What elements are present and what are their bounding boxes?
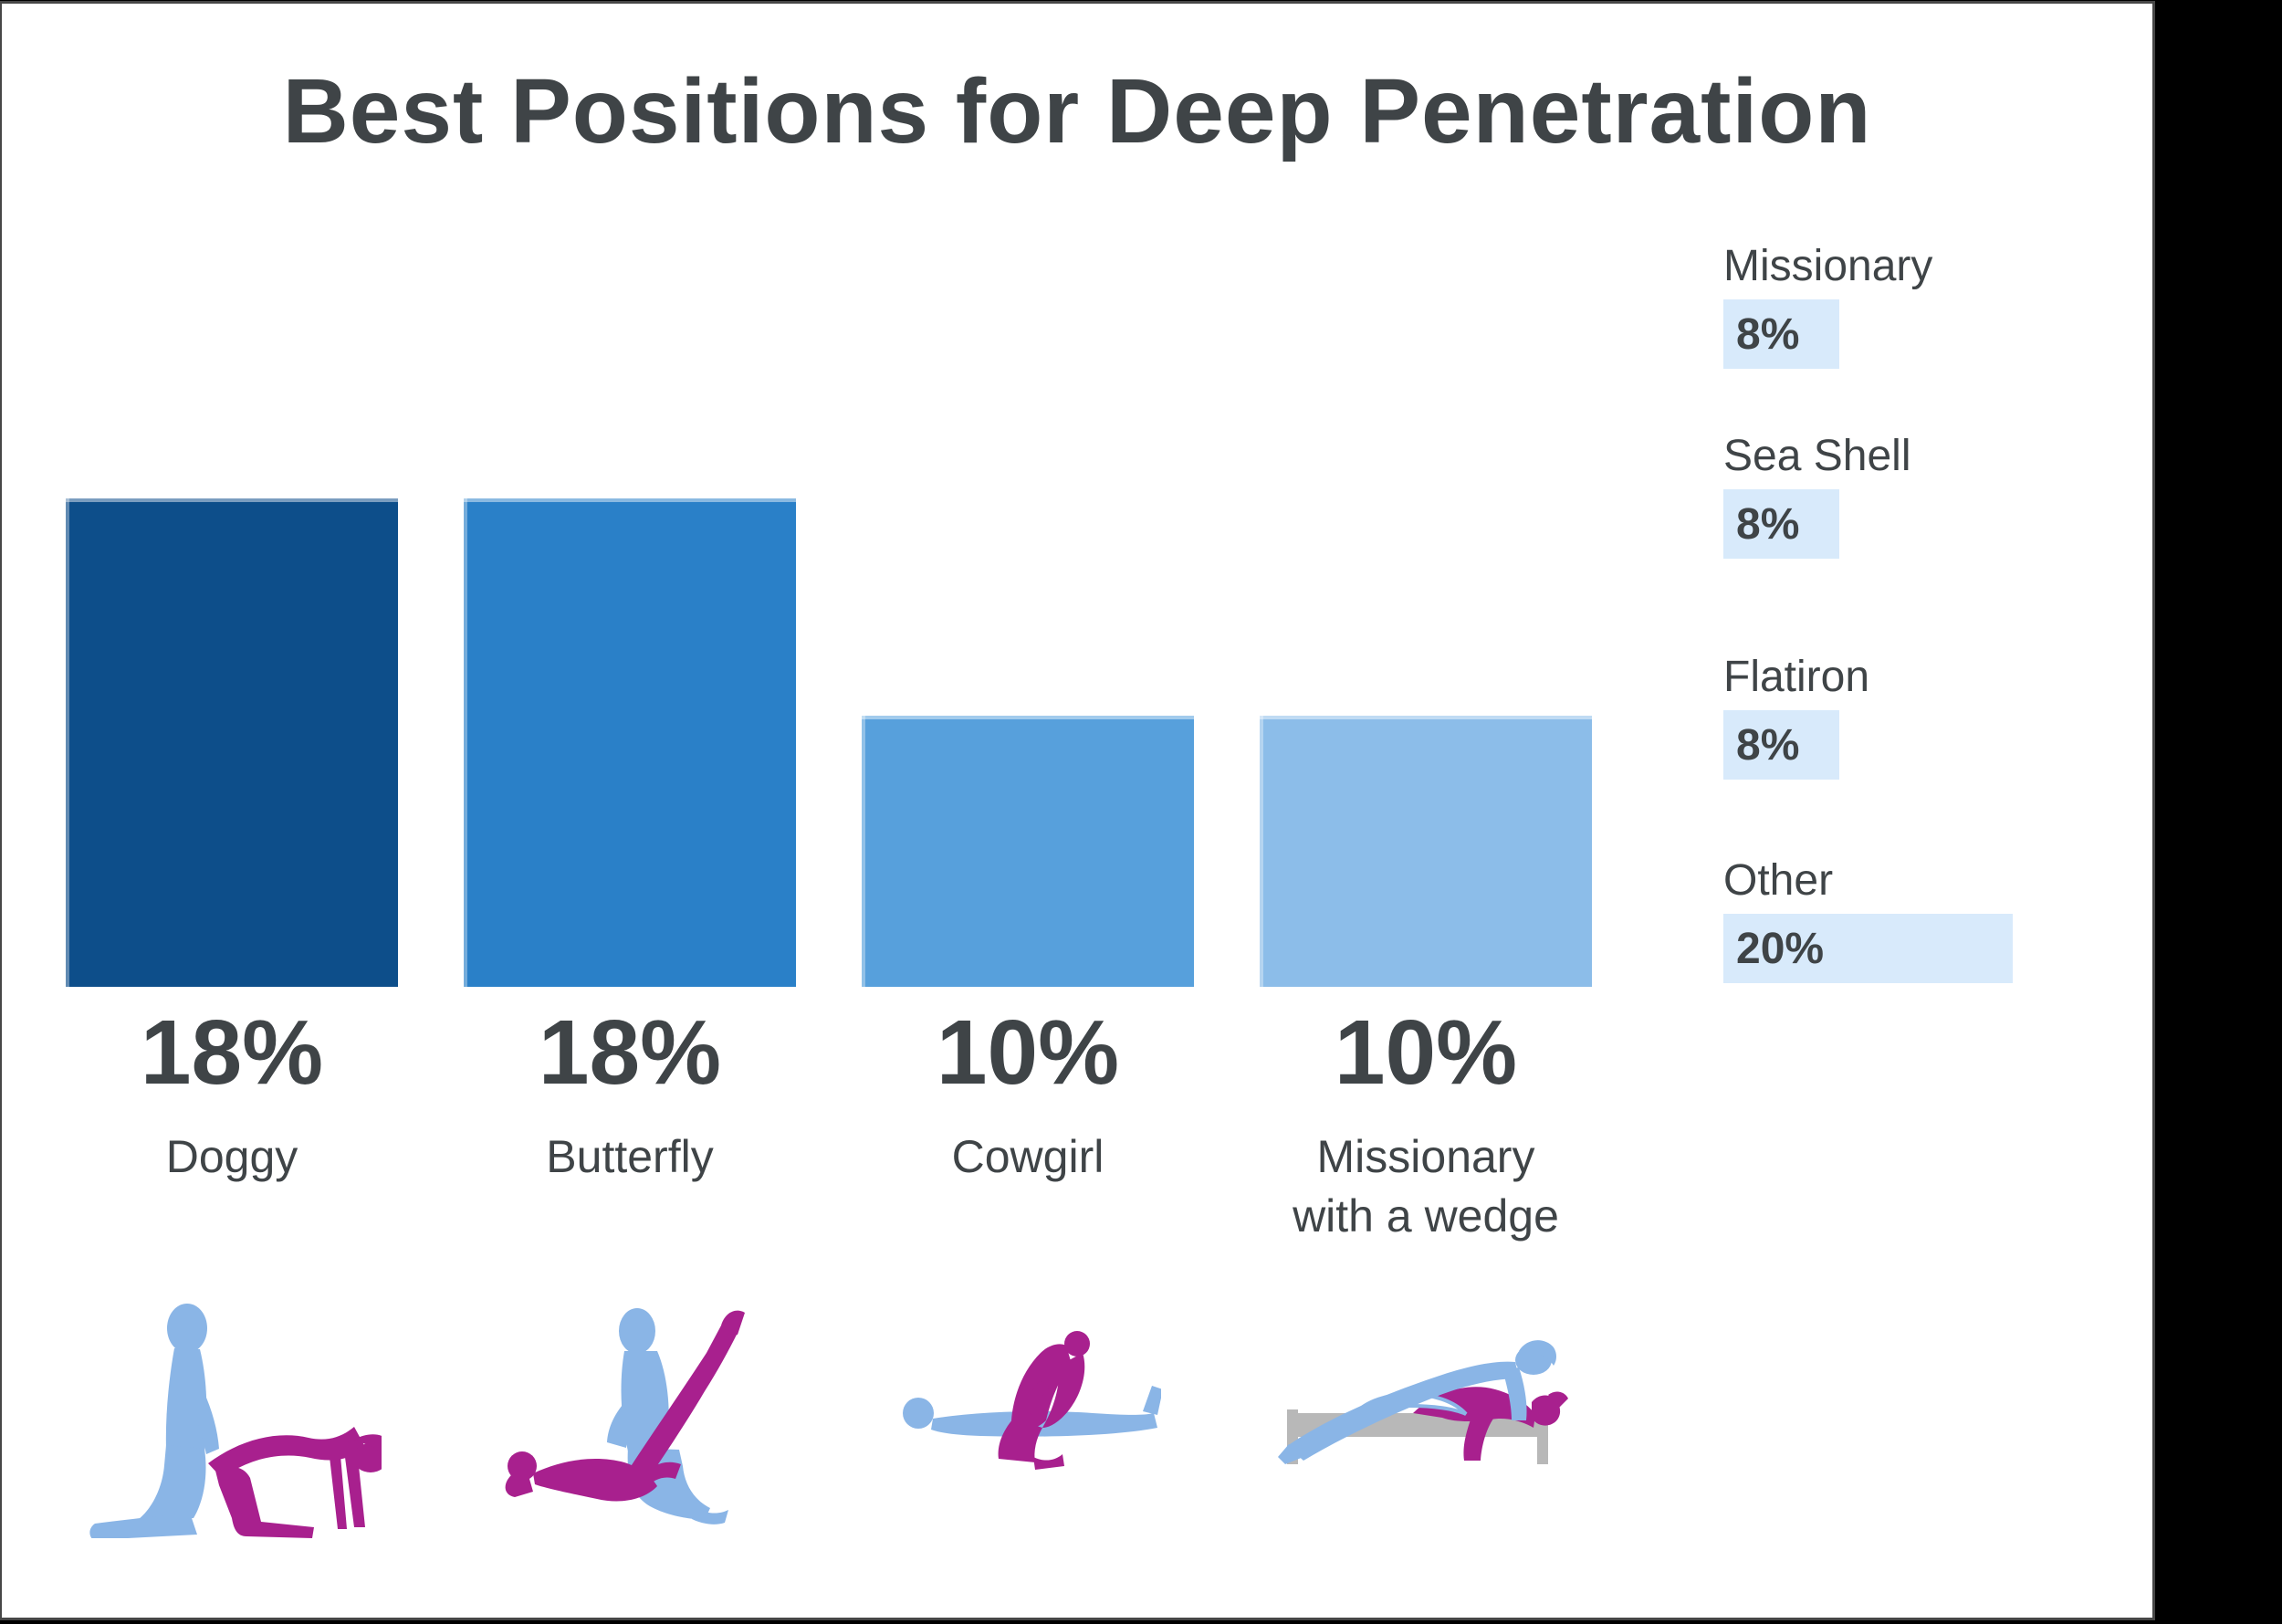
person-blue — [1278, 1340, 1556, 1464]
legend-item-other: Other 20% — [1723, 857, 2013, 983]
bar-column-doggy: 18% Doggy — [66, 498, 398, 1187]
bar-category-label: Butterfly — [546, 1131, 714, 1182]
person-magenta — [1413, 1387, 1568, 1461]
bar-cowgirl — [862, 715, 1194, 987]
missionary-with-wedge-position-illustration — [1278, 1340, 1568, 1464]
legend-item-flatiron: Flatiron 8% — [1723, 654, 1869, 780]
doggy-position-illustration — [89, 1304, 382, 1538]
legend-item-label: Other — [1723, 856, 1834, 905]
cowgirl-position-illustration — [903, 1331, 1161, 1470]
legend-item-value: 8% — [1736, 720, 1800, 770]
bar-value-label: 18% — [538, 1001, 722, 1104]
person-blue — [903, 1386, 1161, 1437]
legend-item-value: 8% — [1736, 499, 1800, 549]
legend-item-bar: 20% — [1723, 914, 2013, 983]
legend-item-label: Missionary — [1723, 242, 1933, 290]
person-magenta — [505, 1310, 745, 1502]
legend-item-bar: 8% — [1723, 489, 1839, 559]
legend-item-label: Sea Shell — [1723, 432, 1911, 480]
bar-column-butterfly: 18% Butterfly — [464, 498, 796, 1187]
legend-item-bar: 8% — [1723, 710, 1839, 780]
legend-item-label: Flatiron — [1723, 653, 1870, 701]
infographic-card: Best Positions for Deep Penetration 18% … — [2, 4, 2152, 1618]
bar-category-label: Doggy — [165, 1131, 298, 1182]
legend-item-value: 20% — [1736, 924, 1825, 973]
bar-butterfly — [464, 498, 796, 987]
person-blue — [89, 1304, 219, 1538]
bar-category-label: Cowgirl — [951, 1131, 1104, 1182]
bar-column-cowgirl: 10% Cowgirl — [862, 498, 1194, 1187]
legend-item-missionary: Missionary 8% — [1723, 243, 1932, 369]
bar-missionary-wedge — [1260, 715, 1592, 987]
person-magenta — [998, 1331, 1090, 1470]
butterfly-position-illustration — [505, 1308, 745, 1524]
person-magenta — [208, 1427, 382, 1538]
bar-value-label: 18% — [140, 1001, 324, 1104]
bar-doggy — [66, 498, 398, 987]
chart-title: Best Positions for Deep Penetration — [282, 60, 1872, 162]
legend-item-value: 8% — [1736, 309, 1800, 359]
bar-value-label: 10% — [936, 1001, 1120, 1104]
bar-category-label: Missionary with a wedge — [1293, 1131, 1559, 1242]
legend-item-bar: 8% — [1723, 299, 1839, 369]
bar-value-label: 10% — [1334, 1001, 1518, 1104]
bar-column-missionary-wedge: 10% Missionary with a wedge — [1260, 498, 1592, 1246]
legend-item-sea-shell: Sea Shell 8% — [1723, 433, 1910, 559]
